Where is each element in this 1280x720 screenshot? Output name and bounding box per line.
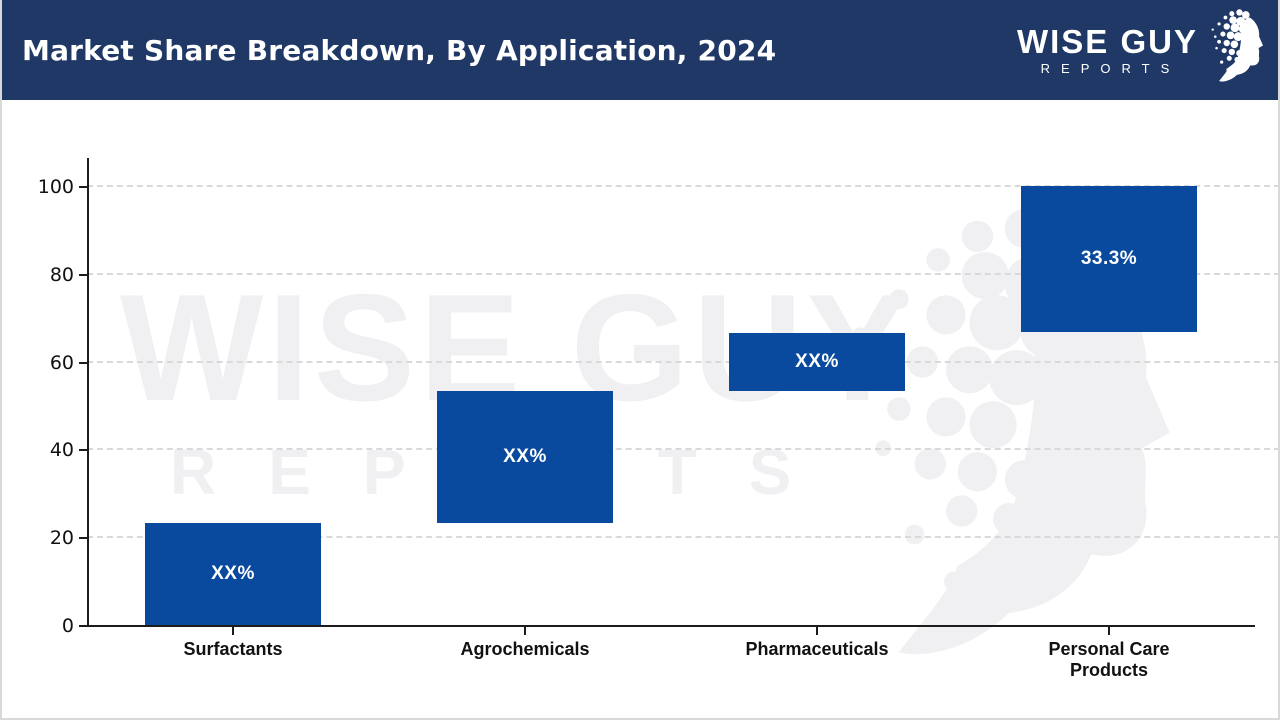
bar-pharmaceuticals: XX% bbox=[729, 332, 905, 391]
bar-personal-care-products: 33.3% bbox=[1021, 186, 1197, 333]
y-tick-40 bbox=[79, 449, 87, 452]
bar-agrochemicals: XX% bbox=[437, 391, 613, 524]
brand-wordmark: WISE GUY bbox=[1016, 23, 1198, 60]
y-tick-label-20: 20 bbox=[49, 527, 74, 550]
y-tick-80 bbox=[79, 273, 87, 276]
y-tick-label-0: 0 bbox=[61, 615, 74, 637]
gridline-80 bbox=[87, 272, 1278, 275]
brand-head-icon bbox=[1211, 9, 1263, 82]
y-axis bbox=[87, 158, 89, 627]
gridline-100 bbox=[87, 185, 1278, 187]
x-tick-label-1: Surfactants bbox=[183, 639, 283, 659]
y-tick-label-100: 100 bbox=[37, 176, 74, 198]
x-tick-label-4: Personal Care Products bbox=[1048, 639, 1170, 680]
gridline-20 bbox=[87, 536, 1278, 539]
y-tick-60 bbox=[79, 361, 87, 364]
x-tick-3 bbox=[816, 627, 818, 635]
brand-tagline: REPORTS bbox=[1040, 61, 1181, 76]
gridline-40 bbox=[87, 448, 1278, 451]
x-tick-1 bbox=[232, 627, 234, 635]
x-tick-label-3: Pharmaceuticals bbox=[745, 639, 889, 659]
brand-logo-text: WISE GUY REPORTS bbox=[1017, 25, 1198, 75]
y-tick-0 bbox=[79, 625, 87, 627]
gridline-60 bbox=[87, 360, 1278, 363]
brand-logo: WISE GUY REPORTS bbox=[1017, 8, 1270, 92]
bar-value-label: 33.3% bbox=[1080, 248, 1138, 270]
y-tick-20 bbox=[79, 537, 87, 540]
bar-value-label: XX% bbox=[795, 350, 839, 372]
header-bar: Market Share Breakdown, By Application, … bbox=[2, 0, 1278, 100]
y-tick-label-40: 40 bbox=[49, 439, 74, 462]
bar-surfactants: XX% bbox=[145, 523, 321, 625]
y-tick-label-60: 60 bbox=[49, 351, 74, 374]
bar-value-label: XX% bbox=[211, 563, 255, 585]
y-tick-label-80: 80 bbox=[49, 263, 74, 286]
page-title: Market Share Breakdown, By Application, … bbox=[22, 33, 777, 67]
x-tick-2 bbox=[524, 627, 526, 635]
x-tick-4 bbox=[1108, 627, 1110, 635]
y-tick-100 bbox=[79, 186, 87, 188]
x-axis bbox=[87, 625, 1255, 627]
x-tick-label-2: Agrochemicals bbox=[460, 639, 590, 659]
bar-value-label: XX% bbox=[503, 446, 547, 468]
